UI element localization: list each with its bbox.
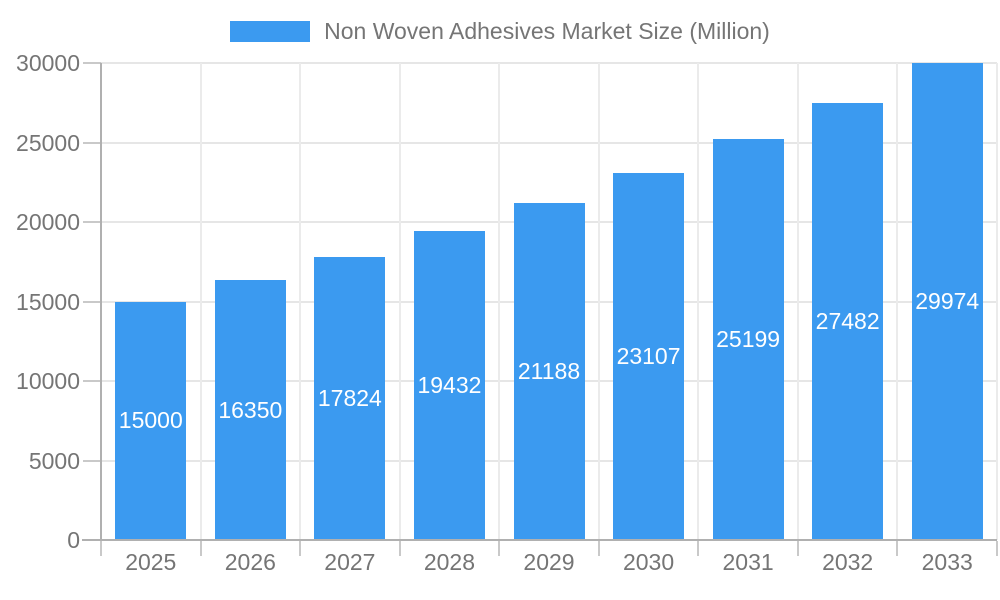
bar-2030[interactable]: 23107 [613,172,685,540]
x-tick-5 [597,541,600,556]
gridline-v-5 [597,63,600,540]
x-tick-8 [896,541,899,556]
x-tick-0 [100,541,102,556]
bar-value-label: 21188 [517,358,581,385]
bar-2025[interactable]: 15000 [115,301,187,540]
plot-area: 15000 16350 17824 19432 21188 23107 25199 27482… [101,62,998,540]
y-tick-20000 [83,221,101,223]
y-tick-15000 [83,300,101,303]
x-tick-2 [299,541,302,556]
legend-label: Non Woven Adhesives Market Size (Million… [324,18,770,44]
gridline-v-9 [996,63,998,540]
bar-2031[interactable]: 25199 [712,139,784,540]
bar-2027[interactable]: 17824 [314,256,386,540]
y-axis-line [100,63,102,540]
y-axis-label-30000: 30000 [16,50,80,76]
y-axis-label-20000: 20000 [16,209,80,235]
bar-2033[interactable]: 29974 [911,63,983,540]
bar-value-label: 27482 [815,308,880,335]
x-axis-label-2029: 2029 [523,549,575,575]
bar-2028[interactable]: 19432 [413,231,485,540]
gridline-v-3 [398,63,401,540]
x-axis-label-2027: 2027 [324,549,376,575]
x-tick-1 [199,541,202,556]
x-axis-label-2030: 2030 [622,549,675,575]
y-axis-label-0: 0 [67,527,80,553]
x-axis-label-2033: 2033 [921,549,973,575]
gridline-v-8 [896,63,899,540]
x-axis-line [82,539,997,541]
bar-value-label: 17824 [317,384,382,411]
bar-2029[interactable]: 21188 [513,203,585,540]
x-axis-label-2031: 2031 [722,549,774,575]
chart-legend[interactable]: Non Woven Adhesives Market Size (Million… [0,18,1000,45]
gridline-v-1 [199,63,202,540]
x-axis-label-2032: 2032 [822,549,874,575]
bar-value-label: 19432 [417,372,482,399]
gridline-v-7 [796,63,799,540]
gridline-h-25000 [101,141,997,144]
x-tick-4 [498,541,501,556]
y-axis-label-15000: 15000 [16,288,80,315]
x-axis-label-2028: 2028 [423,549,476,575]
y-tick-25000 [83,141,101,144]
bar-value-label: 15000 [118,407,183,434]
gridline-v-4 [498,63,501,540]
bar-2032[interactable]: 27482 [812,103,884,540]
y-axis-label-25000: 25000 [16,129,80,156]
y-tick-10000 [83,380,101,382]
x-tick-3 [398,541,401,556]
y-tick-5000 [83,459,101,462]
x-tick-7 [796,541,799,556]
bar-value-label: 25199 [716,326,781,353]
bar-value-label: 16350 [218,396,283,423]
bar-value-label: 23107 [616,342,681,369]
y-axis-label-10000: 10000 [16,368,80,394]
x-axis-label-2025: 2025 [125,549,177,575]
bar-2026[interactable]: 16350 [214,280,286,540]
legend-swatch [230,21,311,42]
x-axis-label-2026: 2026 [224,549,276,575]
gridline-h-30000 [101,62,997,64]
y-axis-label-5000: 5000 [28,447,80,474]
x-tick-9 [996,541,998,556]
gridline-v-2 [299,63,302,540]
x-tick-6 [697,541,700,556]
bar-value-label: 29974 [915,288,980,315]
y-tick-30000 [83,62,101,64]
gridline-v-6 [697,63,700,540]
